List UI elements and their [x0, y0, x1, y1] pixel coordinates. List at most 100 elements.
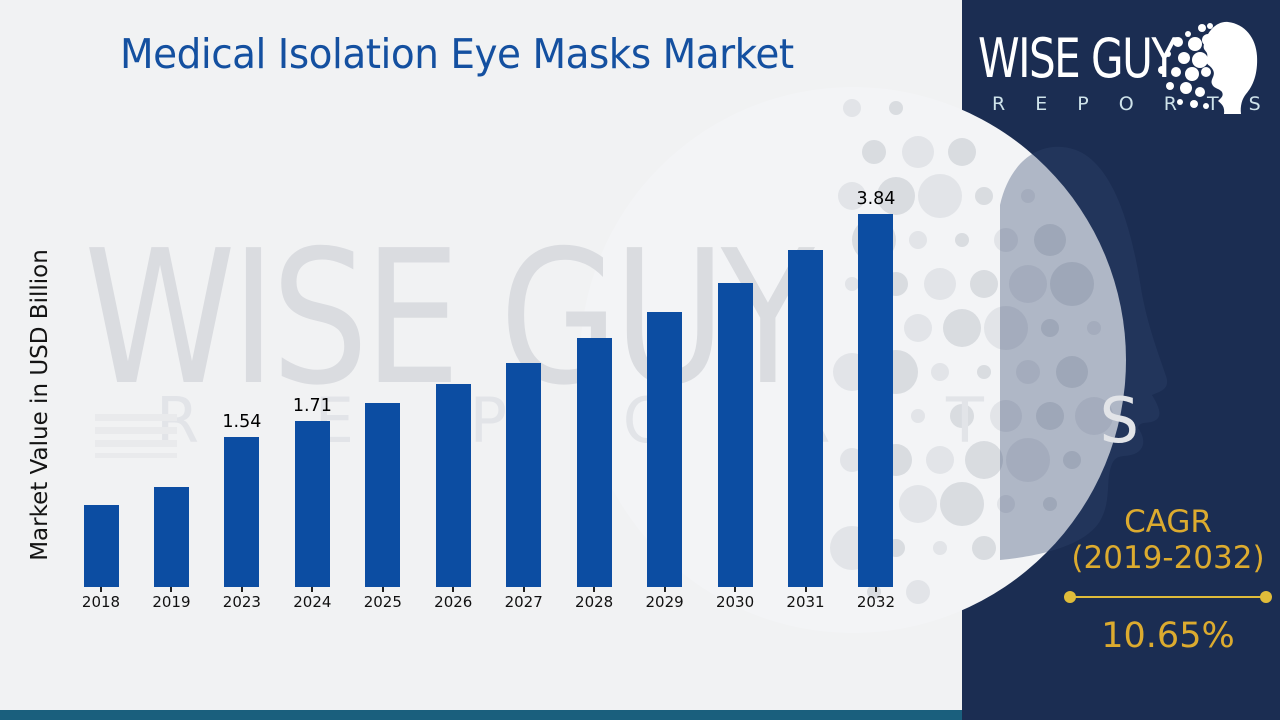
brand-face-dot [1198, 24, 1206, 32]
watermark-dot [950, 404, 974, 428]
watermark-dot [1016, 360, 1040, 384]
x-axis-label-2029: 2029 [645, 593, 684, 611]
watermark-dot [904, 314, 932, 342]
watermark-dot [984, 306, 1028, 350]
x-axis-tick [100, 587, 102, 592]
brand-face-dot [1190, 100, 1198, 108]
watermark-dot [1041, 319, 1059, 337]
cagr-value: 10.65% [1101, 616, 1235, 657]
x-axis-tick [381, 587, 384, 592]
watermark-dot [931, 363, 949, 381]
watermark-dot [867, 585, 881, 599]
bar-2018 [83, 505, 119, 587]
x-axis-label-2019: 2019 [152, 593, 191, 611]
bar-2032 [858, 214, 894, 587]
watermark-dot [877, 177, 915, 215]
watermark-dot [1021, 189, 1035, 203]
watermark-dot [889, 101, 903, 115]
watermark-dot [1006, 438, 1050, 482]
brand-face-icon [1158, 21, 1258, 115]
brand-face-dot [1177, 99, 1183, 105]
bar-2027 [506, 362, 542, 587]
brand-face-dot [1202, 34, 1214, 46]
watermark-dot [906, 580, 930, 604]
cagr-block: CAGR (2019-2032) 10.65% [1064, 504, 1272, 657]
bar-value-label-2032: 3.84 [856, 189, 896, 210]
x-axis-tick [804, 587, 807, 592]
watermark-dot [943, 309, 981, 347]
footer-strip [0, 710, 962, 720]
bar-2026 [435, 384, 471, 587]
watermark-dot [918, 174, 962, 218]
watermark-dot [948, 138, 976, 166]
brand-face-dot [1173, 37, 1183, 47]
brand-face-dot [1185, 31, 1191, 37]
watermark-dot [909, 231, 927, 249]
x-axis-label-2028: 2028 [575, 593, 614, 611]
cagr-divider-line [1064, 591, 1272, 604]
watermark-dot [994, 228, 1018, 252]
watermark-dot [838, 182, 866, 210]
watermark-dot [1034, 224, 1066, 256]
bar-2025 [365, 403, 401, 587]
brand-face-dot [1178, 52, 1190, 64]
brand-face-dot [1208, 50, 1216, 58]
brand-face-dot [1207, 23, 1213, 29]
watermark-dot [997, 495, 1015, 513]
bar-2029 [647, 312, 683, 587]
brand-logo-reports: R E P O R T S [992, 93, 1273, 115]
bar-2019 [153, 486, 189, 587]
x-axis-tick [734, 587, 737, 592]
watermark-dot [955, 233, 969, 247]
watermark-dot [1056, 356, 1088, 388]
watermark-dot [862, 140, 886, 164]
x-axis-tick [874, 587, 877, 592]
brand-face-dot [1158, 66, 1166, 74]
watermark-dot [970, 270, 998, 298]
watermark-dot [911, 409, 925, 423]
brand-face-dot [1192, 52, 1208, 68]
x-axis-tick [311, 587, 314, 592]
watermark-dot [1043, 497, 1057, 511]
brand-face-dot [1195, 87, 1205, 97]
watermark-dot [972, 536, 996, 560]
brand-face-dot [1165, 51, 1171, 57]
watermark-dot [843, 99, 861, 117]
brand-face-dot [1166, 82, 1174, 90]
x-axis-tick [593, 587, 596, 592]
x-axis-label-2026: 2026 [434, 593, 473, 611]
watermark-dot [1075, 397, 1113, 435]
brand-face-dot [1185, 67, 1199, 81]
watermark-dot [902, 136, 934, 168]
brand-logo: WISE GUY R E P O R T S [978, 32, 1273, 116]
watermark-dot [1050, 262, 1094, 306]
bar-2024 [294, 420, 330, 587]
bar-2023 [224, 437, 260, 587]
watermark-dot [845, 277, 859, 291]
cagr-label: CAGR [1124, 504, 1212, 540]
brand-face-dot [1180, 82, 1192, 94]
watermark-dot [926, 446, 954, 474]
watermark-dot [975, 187, 993, 205]
brand-face-dot [1188, 37, 1202, 51]
x-axis-label-2027: 2027 [504, 593, 543, 611]
watermark-dot [933, 541, 947, 555]
watermark-dot [1009, 265, 1047, 303]
x-axis-label-2025: 2025 [363, 593, 402, 611]
watermark-dot [977, 365, 991, 379]
brand-face-dot [1171, 67, 1181, 77]
watermark-dot [940, 482, 984, 526]
watermark-dot [924, 268, 956, 300]
x-axis-label-2030: 2030 [715, 593, 755, 611]
x-axis-tick [240, 587, 243, 592]
bar-2031 [788, 250, 823, 587]
watermark-dot [1087, 321, 1101, 335]
watermark-dot [1063, 451, 1081, 469]
watermark-wiseguy-text: WISE GUY [84, 210, 815, 426]
x-axis-label-2032: 2032 [856, 593, 896, 611]
x-axis-label-2023: 2023 [222, 593, 261, 611]
watermark-dot [990, 400, 1022, 432]
x-axis-tick [452, 587, 455, 592]
watermark-dot [965, 441, 1003, 479]
